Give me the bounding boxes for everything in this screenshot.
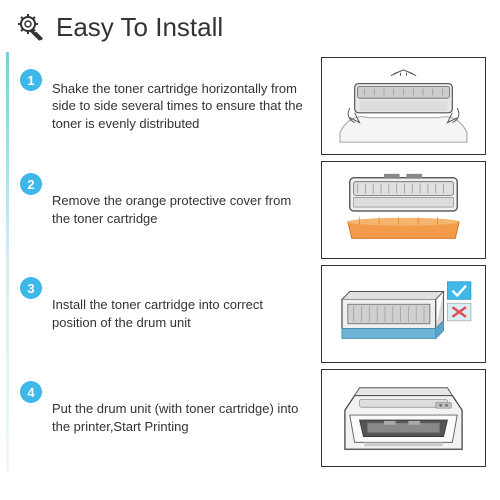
step-text: Put the drum unit (with toner cartridge)… [52,400,311,435]
step-item: 2 Remove the orange protective cover fro… [14,161,486,259]
step-number: 2 [20,173,42,195]
tools-gear-icon [18,14,46,42]
header: Easy To Install [14,12,486,43]
step-number: 3 [20,277,42,299]
step-item: 4 Put the drum unit (with toner cartridg… [14,369,486,467]
step-item: 3 Install the toner cartridge into corre… [14,265,486,363]
step-text: Remove the orange protective cover from … [52,192,311,227]
step-number: 1 [20,69,42,91]
step-item: 1 Shake the toner cartridge horizontally… [14,57,486,155]
step-text: Install the toner cartridge into correct… [52,296,311,331]
step-illustration-printer [321,369,486,467]
step-number: 4 [20,381,42,403]
step-illustration-shake [321,57,486,155]
accent-bar [6,52,9,472]
steps-list: 1 Shake the toner cartridge horizontally… [14,57,486,467]
step-illustration-drum [321,265,486,363]
page-title: Easy To Install [56,12,223,43]
step-illustration-cover [321,161,486,259]
step-text: Shake the toner cartridge horizontally f… [52,80,311,133]
